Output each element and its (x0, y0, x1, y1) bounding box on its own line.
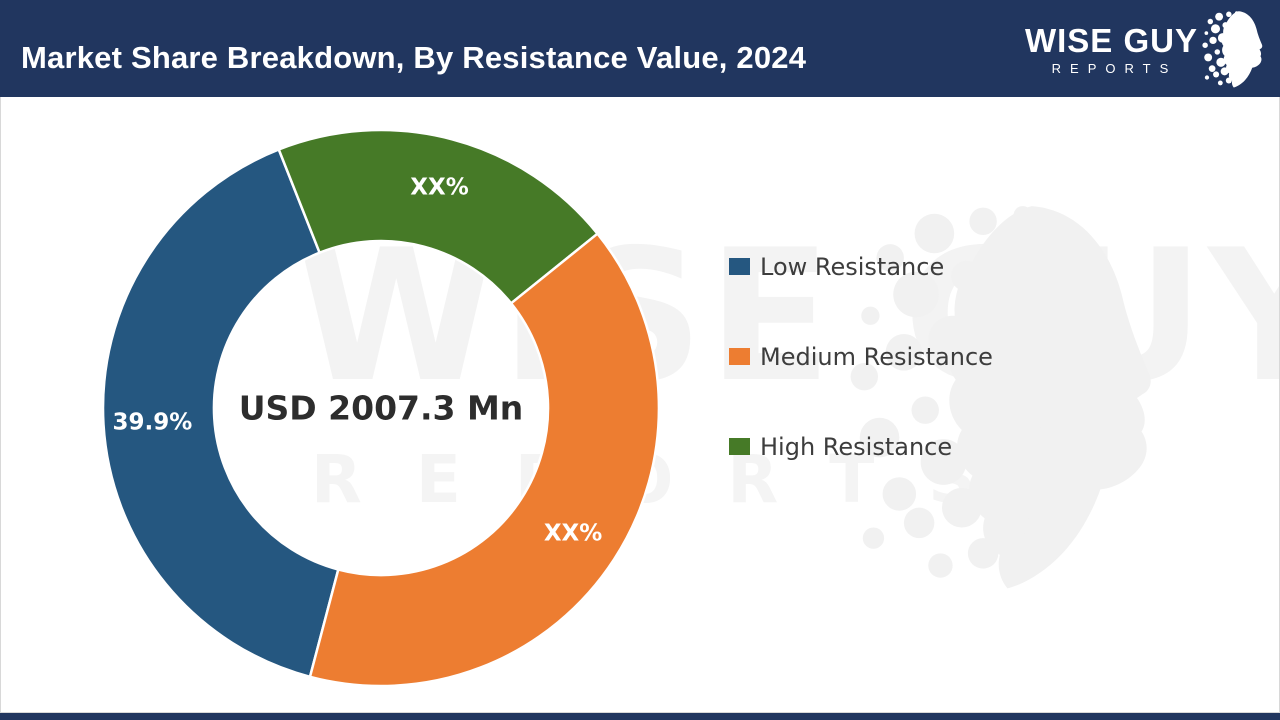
legend-item-medium-resistance: Medium Resistance (729, 339, 993, 374)
legend-item-low-resistance: Low Resistance (729, 249, 993, 284)
segment-label-medium-resistance: XX% (544, 521, 603, 547)
legend-label-low-resistance: Low Resistance (760, 252, 945, 281)
segment-label-high-resistance: XX% (410, 175, 469, 201)
logo-wordmark-text: WISE GUY (1024, 22, 1198, 59)
legend-swatch-high-resistance (729, 438, 750, 455)
logo-reports-text: REPORTS (1051, 61, 1178, 76)
segment-label-low-resistance: 39.9% (113, 410, 193, 436)
center-value-label: USD 2007.3 Mn (238, 388, 524, 428)
legend: Low Resistance Medium Resistance High Re… (729, 249, 993, 464)
wise-guy-logo: WISE GUY REPORTS (1025, 10, 1266, 89)
legend-label-high-resistance: High Resistance (760, 432, 953, 461)
legend-label-medium-resistance: Medium Resistance (760, 342, 993, 371)
footer-bar (0, 713, 1280, 720)
donut-segment-low-resistance (101, 148, 340, 679)
donut-segment-medium-resistance (308, 232, 661, 688)
legend-swatch-low-resistance (729, 258, 750, 275)
logo-wordmark: WISE GUY REPORTS (1025, 24, 1198, 75)
legend-swatch-medium-resistance (729, 348, 750, 365)
donut-chart: 39.9% XX% XX% (101, 128, 661, 688)
chart-title: Market Share Breakdown, By Resistance Va… (21, 39, 807, 75)
header-bar: Market Share Breakdown, By Resistance Va… (0, 0, 1280, 97)
legend-item-high-resistance: High Resistance (729, 429, 993, 464)
chart-area: WISE GUY REPORTS 39.9% XX% XX% USD 2007.3 … (0, 97, 1280, 713)
logo-face-icon (1202, 11, 1263, 88)
donut-segment-high-resistance (277, 128, 599, 305)
